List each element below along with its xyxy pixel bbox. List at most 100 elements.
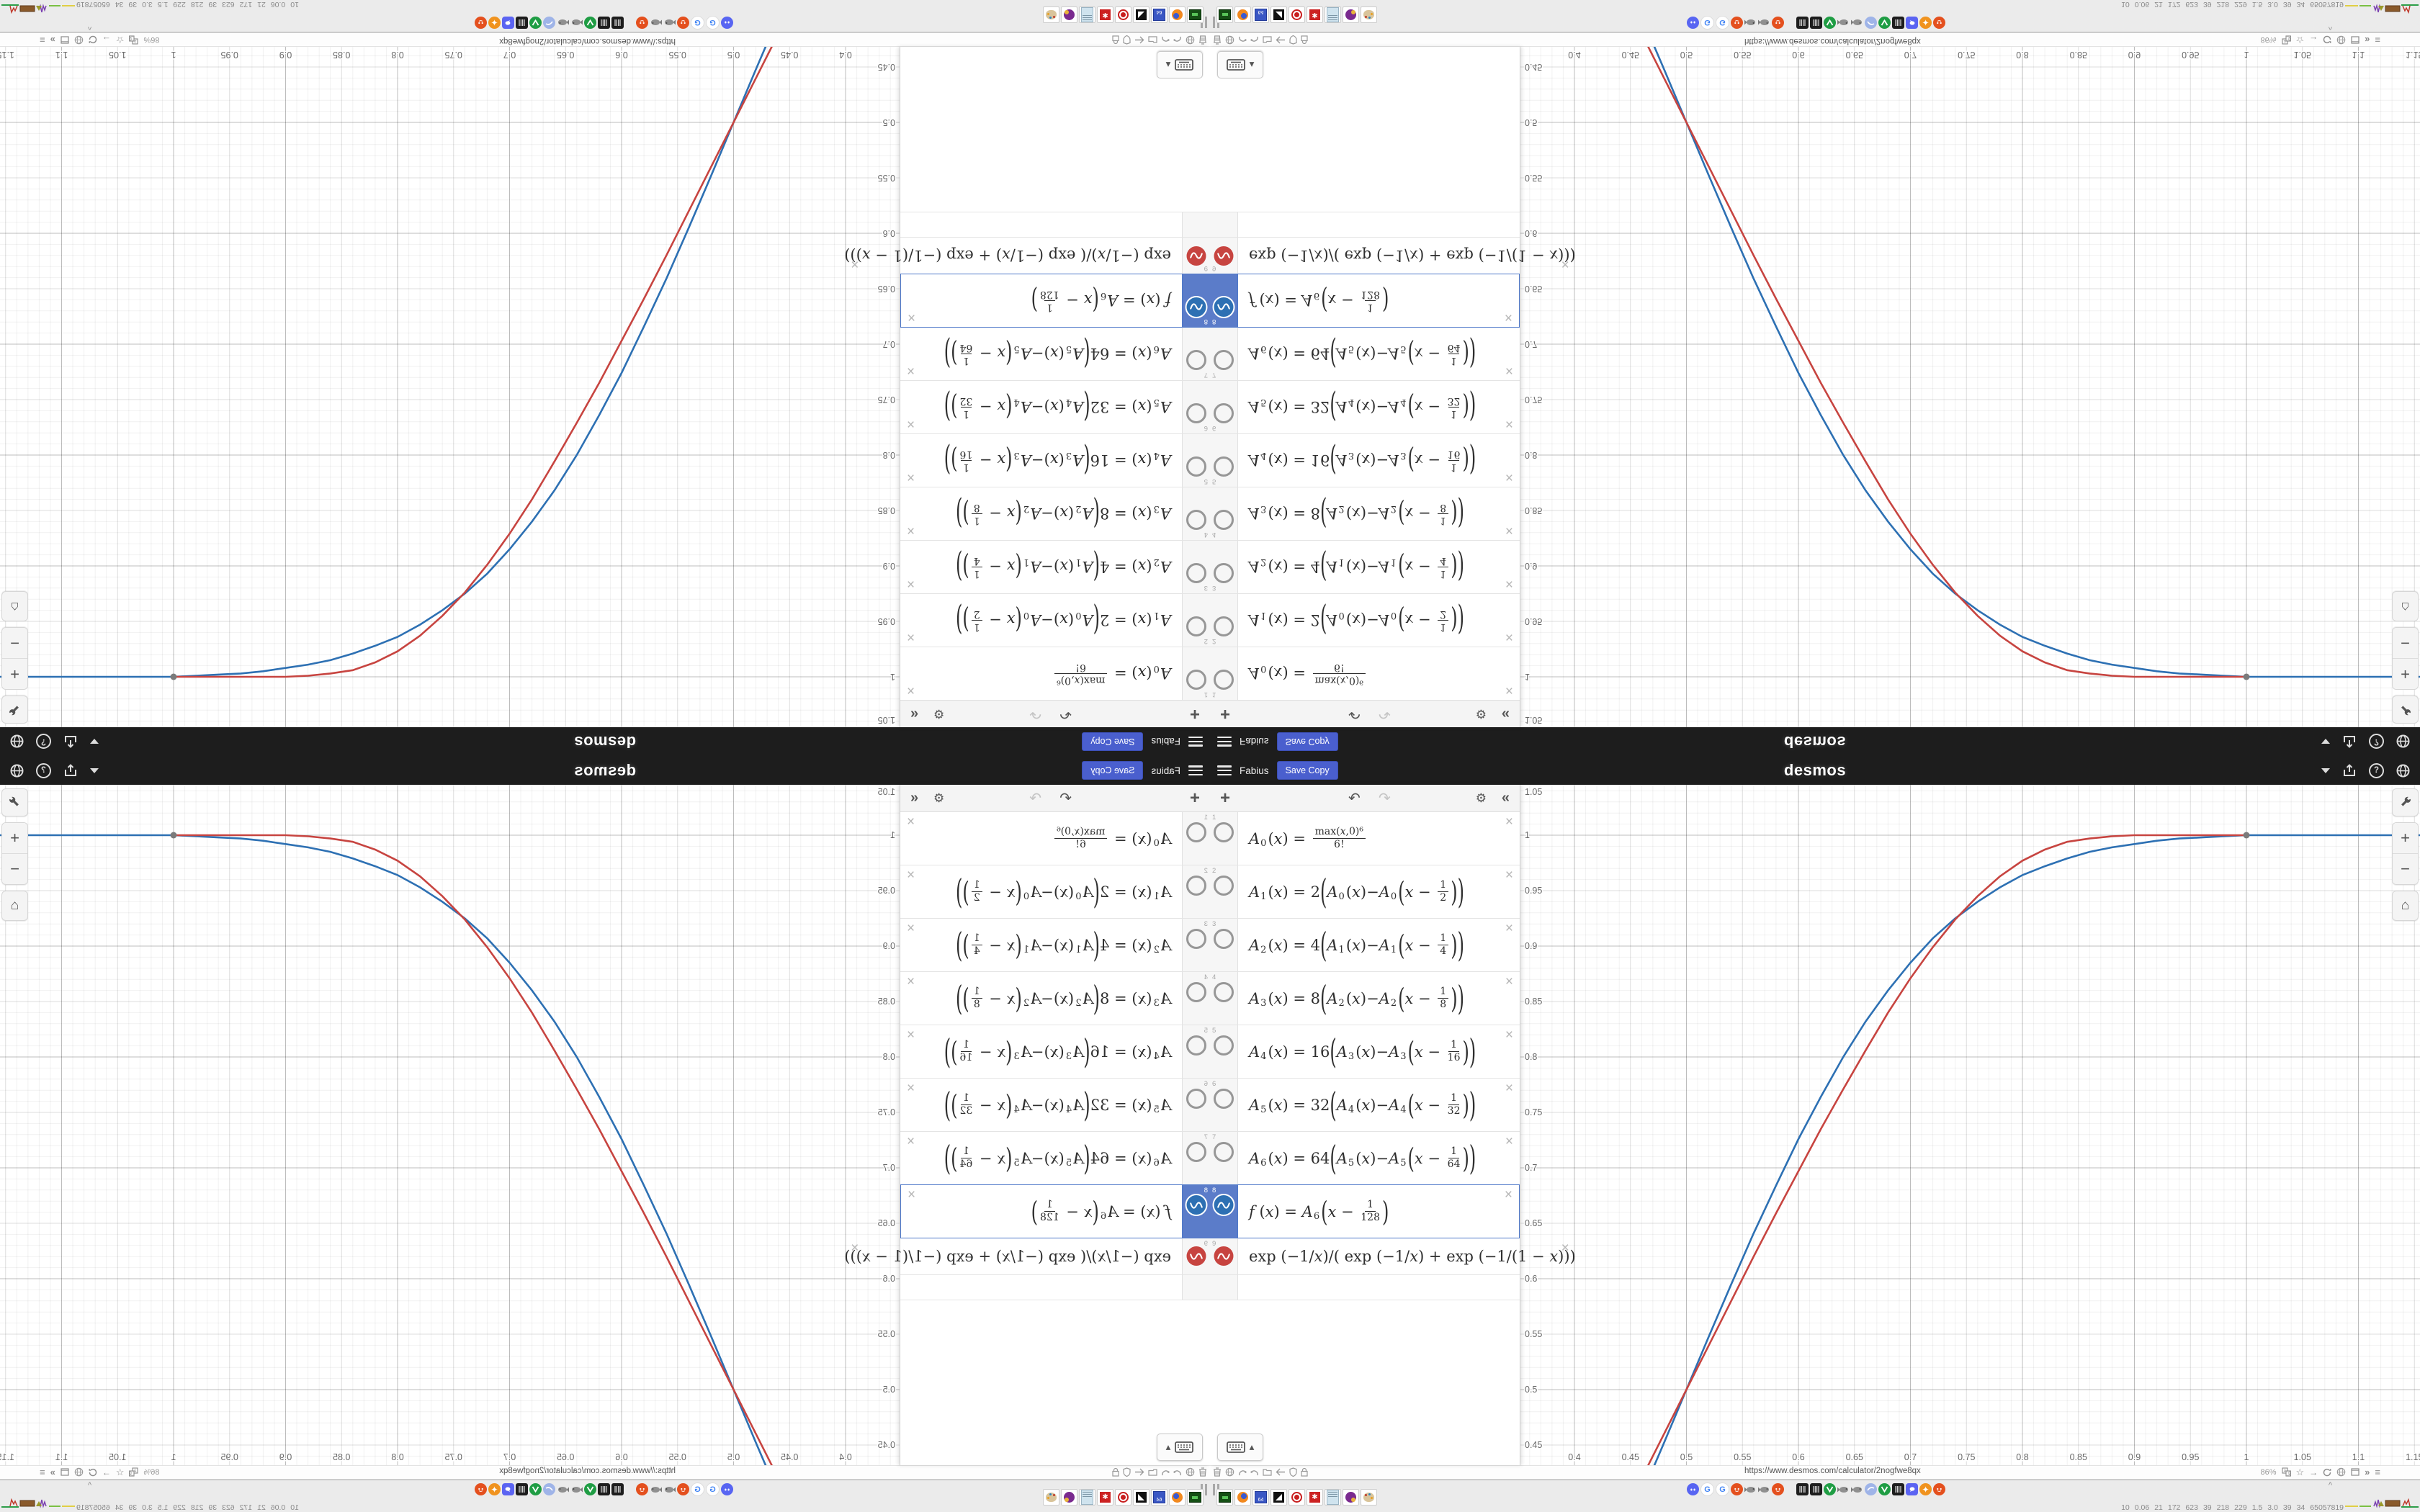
delete-expression-icon[interactable]: × bbox=[907, 814, 915, 829]
expression-body[interactable]: A 0 (x) = max(x,0)⁶ 6! × bbox=[900, 812, 1182, 865]
red-curve-icon[interactable] bbox=[1214, 1246, 1234, 1266]
tray-discord-icon[interactable] bbox=[1687, 1483, 1699, 1495]
tray-globe-light-icon[interactable] bbox=[543, 17, 555, 29]
expression-body[interactable]: A 5 (x) = 32(A 4 (x)−A 4(x − 1 32)) × bbox=[900, 1079, 1182, 1131]
tray-fish-icon[interactable] bbox=[557, 1483, 569, 1495]
quick-launch-cat-black[interactable] bbox=[1133, 1489, 1150, 1506]
quick-launch-terminal-green[interactable] bbox=[1216, 6, 1233, 23]
tray-barrel-icon[interactable] bbox=[1892, 17, 1904, 29]
tray-reddit-icon[interactable] bbox=[475, 17, 487, 29]
expression-body[interactable]: exp (−1/x)/( exp (−1/x) + exp (−1/(1 − x… bbox=[1238, 1238, 1576, 1274]
tray-fish-icon[interactable] bbox=[650, 1483, 662, 1495]
chevrons-icon[interactable]: » bbox=[2365, 35, 2370, 45]
quick-launch-firefox[interactable] bbox=[1169, 1489, 1186, 1506]
quick-launch-red-gear[interactable]: ✱ bbox=[1307, 1489, 1323, 1506]
delete-expression-icon[interactable]: × bbox=[908, 1187, 916, 1202]
back-arrow-icon[interactable] bbox=[1276, 36, 1286, 44]
globe-icon[interactable] bbox=[2396, 735, 2410, 749]
expression-row[interactable] bbox=[1210, 1275, 1520, 1300]
quick-launch-red-gear[interactable]: ✱ bbox=[1097, 1489, 1113, 1506]
expression-gutter[interactable]: 2 bbox=[1210, 594, 1238, 647]
delete-expression-icon[interactable]: × bbox=[1505, 469, 1513, 485]
tray-google-icon[interactable]: G bbox=[1716, 1482, 1729, 1496]
graph-paper[interactable]: 0.4 0.45 0.5 0.55 0.6 0.65 0.7 0.75 0.8 0.85 0.9 0.… bbox=[0, 785, 900, 1465]
tray-speech-icon[interactable] bbox=[502, 17, 514, 29]
delete-expression-icon[interactable]: × bbox=[907, 868, 915, 883]
translate-icon[interactable]: A文 bbox=[129, 1467, 139, 1477]
expression-row[interactable]: 7 A 6 (x) = 64(A 5 (x)−A 5(x − 1 64)) × bbox=[900, 327, 1210, 380]
quick-launch-floppy64[interactable]: 64 bbox=[1252, 6, 1269, 23]
save-copy-button[interactable]: Save Copy bbox=[1276, 761, 1338, 780]
desmos-logo[interactable]: desmos bbox=[1783, 733, 1847, 751]
home-button[interactable]: ⌂ bbox=[1, 891, 28, 921]
delete-expression-icon[interactable]: × bbox=[1505, 921, 1513, 936]
expression-row[interactable]: 9 exp (−1/x)/( exp (−1/x) + exp (−1/(1 − … bbox=[844, 1238, 1210, 1275]
tray-google-icon[interactable]: G bbox=[706, 16, 720, 30]
lock-icon[interactable] bbox=[1301, 35, 1308, 45]
expression-gutter[interactable]: 3 bbox=[1182, 541, 1210, 593]
hidden-plot-circle-icon[interactable] bbox=[1186, 876, 1206, 896]
expression-body[interactable]: A 2 (x) = 4(A 1 (x)−A 1(x − 1 4)) × bbox=[1238, 919, 1520, 971]
expression-body[interactable]: A 4 (x) = 16(A 3 (x)−A 3(x − 1 16)) × bbox=[1238, 434, 1520, 487]
globe-icon[interactable] bbox=[2396, 764, 2410, 778]
add-expression-button[interactable]: + bbox=[1220, 788, 1231, 808]
quick-launch-floppy64[interactable]: 64 bbox=[1252, 1489, 1269, 1506]
tray-google-icon[interactable]: G bbox=[691, 16, 704, 30]
expression-row[interactable]: 4 A 3 (x) = 8(A 2 (x)−A 2(x − 1 8)) × bbox=[1210, 972, 1520, 1025]
quick-launch-firefox[interactable] bbox=[1234, 1489, 1251, 1506]
tray-barrel-icon[interactable] bbox=[1796, 1483, 1809, 1495]
quick-launch-notepad[interactable] bbox=[1325, 6, 1341, 23]
delete-expression-icon[interactable]: × bbox=[1505, 974, 1513, 989]
expression-gutter[interactable]: 6 bbox=[1210, 1079, 1238, 1131]
expression-body[interactable]: exp (−1/x)/( exp (−1/x) + exp (−1/(1 − x… bbox=[844, 238, 1182, 274]
expression-body[interactable]: A 6 (x) = 64(A 5 (x)−A 5(x − 1 64)) × bbox=[1238, 328, 1520, 380]
delete-expression-icon[interactable]: × bbox=[907, 974, 915, 989]
home-button[interactable]: ⌂ bbox=[2392, 591, 2419, 621]
tray-fish-icon[interactable] bbox=[1744, 1483, 1757, 1495]
expression-body[interactable]: exp (−1/x)/( exp (−1/x) + exp (−1/(1 − x… bbox=[1238, 238, 1576, 274]
tray-green-v-icon[interactable] bbox=[1878, 1483, 1891, 1495]
hidden-plot-circle-icon[interactable] bbox=[1186, 510, 1206, 530]
tray-fish-icon[interactable] bbox=[1758, 1483, 1770, 1495]
delete-expression-icon[interactable]: × bbox=[1504, 1187, 1512, 1202]
expression-gutter[interactable]: 5 bbox=[1182, 1025, 1210, 1078]
delete-expression-icon[interactable]: × bbox=[1505, 1134, 1513, 1149]
expression-body[interactable]: A 2 (x) = 4(A 1 (x)−A 1(x − 1 4)) × bbox=[900, 541, 1182, 593]
arc-left-icon[interactable] bbox=[1173, 1468, 1182, 1477]
tray-fish-icon[interactable] bbox=[1758, 17, 1770, 29]
expression-gutter[interactable]: 1 bbox=[1182, 647, 1210, 700]
tray-green-v-icon[interactable] bbox=[1878, 17, 1891, 29]
expression-gutter[interactable]: 3 bbox=[1182, 919, 1210, 971]
reload-icon[interactable] bbox=[2323, 36, 2331, 45]
hidden-plot-circle-icon[interactable] bbox=[1214, 1035, 1234, 1056]
tray-green-v-icon[interactable] bbox=[529, 1483, 542, 1495]
tray-reddit-icon[interactable] bbox=[1731, 17, 1743, 29]
expression-body[interactable]: A 6 (x) = 64(A 5 (x)−A 5(x − 1 64)) × bbox=[900, 328, 1182, 380]
tray-reddit-icon[interactable] bbox=[677, 17, 689, 29]
tray-globe-light-icon[interactable] bbox=[1865, 1483, 1877, 1495]
window-icon[interactable] bbox=[2351, 1468, 2360, 1476]
address-url[interactable]: https://www.desmos.com/calculator/2nogfw… bbox=[1744, 37, 1921, 45]
tray-google-icon[interactable]: G bbox=[1700, 1482, 1714, 1496]
tray-barrel-icon[interactable] bbox=[1810, 17, 1822, 29]
hidden-plot-circle-icon[interactable] bbox=[1186, 616, 1206, 636]
expression-row[interactable]: 1 A 0 (x) = max(x,0)⁶ 6! × bbox=[900, 812, 1210, 865]
folder-icon[interactable] bbox=[1148, 1468, 1157, 1476]
expression-body[interactable]: A 1 (x) = 2(A 0 (x)−A 0(x − 1 2)) × bbox=[900, 865, 1182, 918]
undo-button[interactable]: ↶ bbox=[1348, 706, 1361, 721]
desmos-logo[interactable]: desmos bbox=[573, 761, 637, 779]
expression-gutter[interactable] bbox=[1182, 212, 1210, 237]
expression-gutter[interactable]: 2 bbox=[1210, 865, 1238, 918]
redo-button[interactable]: ↷ bbox=[1379, 706, 1391, 721]
expression-body[interactable]: A 3 (x) = 8(A 2 (x)−A 2(x − 1 8)) × bbox=[1238, 487, 1520, 540]
expression-row[interactable]: 9 exp (−1/x)/( exp (−1/x) + exp (−1/(1 − … bbox=[1210, 237, 1576, 274]
hidden-plot-circle-icon[interactable] bbox=[1186, 822, 1206, 842]
quick-launch-firefox[interactable] bbox=[1169, 6, 1186, 23]
expression-gutter[interactable]: 9 bbox=[1182, 238, 1210, 274]
shield-icon[interactable] bbox=[1123, 35, 1131, 45]
hidden-plot-circle-icon[interactable] bbox=[1214, 456, 1234, 477]
expression-row[interactable]: 9 exp (−1/x)/( exp (−1/x) + exp (−1/(1 − … bbox=[844, 237, 1210, 274]
delete-expression-icon[interactable]: × bbox=[907, 416, 915, 431]
share-icon[interactable] bbox=[2342, 764, 2357, 777]
